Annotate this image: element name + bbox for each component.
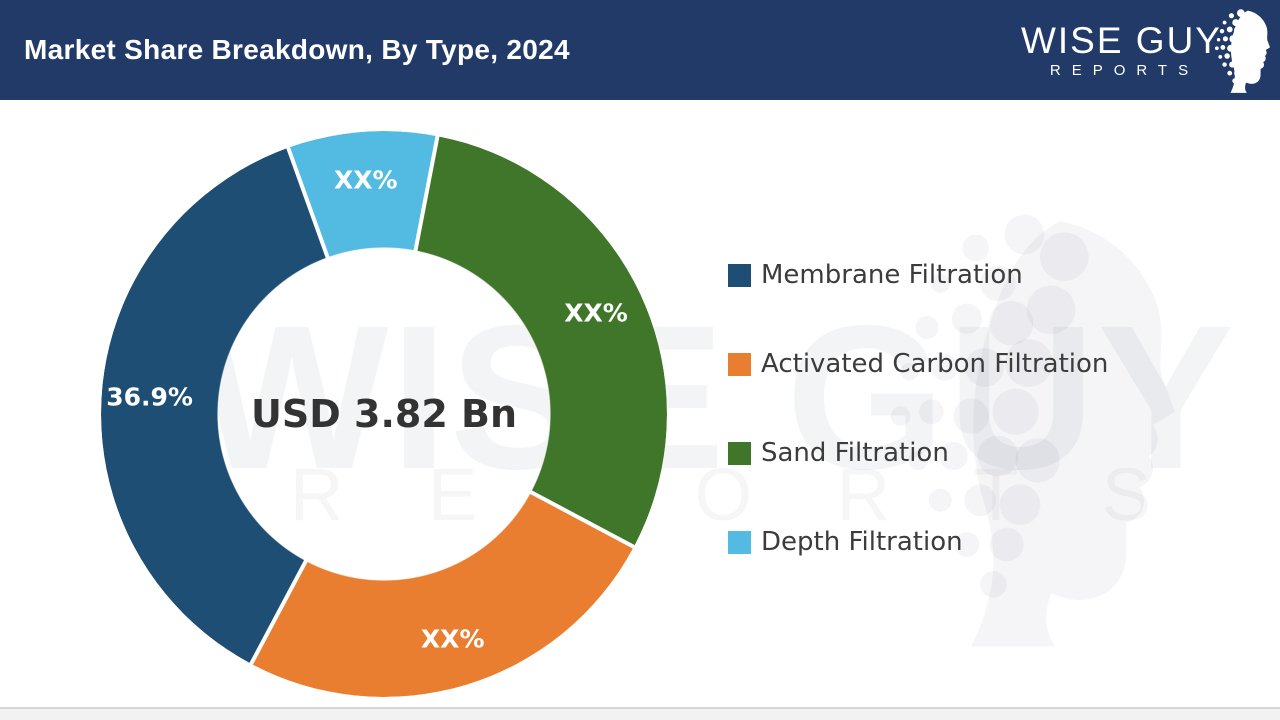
legend-label: Depth Filtration (761, 527, 963, 557)
logo-subtitle: REPORTS (1049, 61, 1200, 79)
footer-strip (0, 707, 1280, 720)
slice-separator (249, 413, 386, 665)
legend-label: Sand Filtration (761, 438, 949, 468)
legend-item-membrane-filtration: Membrane Filtration (728, 260, 1108, 290)
legend-swatch-icon (728, 530, 751, 554)
slice-label: XX% (420, 624, 485, 654)
legend-item-sand-filtration: Sand Filtration (728, 438, 1108, 468)
legend-item-depth-filtration: Depth Filtration (728, 527, 1108, 557)
logo-wordmark: WISE GUY (1020, 19, 1222, 61)
wiseguy-face-icon (1214, 9, 1270, 93)
page-title: Market Share Breakdown, By Type, 2024 (24, 34, 570, 65)
legend-swatch-icon (728, 263, 751, 287)
header-bar: Market Share Breakdown, By Type, 2024 WI… (0, 0, 1280, 100)
legend-swatch-icon (728, 352, 751, 376)
slice-label: XX% (333, 165, 398, 195)
slice-label: 36.9% (106, 382, 193, 412)
donut-chart (101, 131, 667, 697)
watermark-face-icon (890, 214, 1175, 647)
legend-label: Membrane Filtration (761, 260, 1023, 290)
slice-label: XX% (564, 298, 628, 328)
legend-swatch-icon (728, 441, 751, 465)
chart-legend: Membrane Filtration Activated Carbon Fil… (728, 260, 1108, 557)
legend-item-activated-carbon-filtration: Activated Carbon Filtration (728, 349, 1108, 379)
legend-label: Activated Carbon Filtration (761, 349, 1109, 379)
chart-area: WISE GUY R E P O R T S USD 3.82 Bn Membr… (0, 100, 1280, 707)
donut-center-value: USD 3.82 Bn (251, 392, 517, 436)
wiseguy-logo: WISE GUY REPORTS (1021, 7, 1280, 93)
